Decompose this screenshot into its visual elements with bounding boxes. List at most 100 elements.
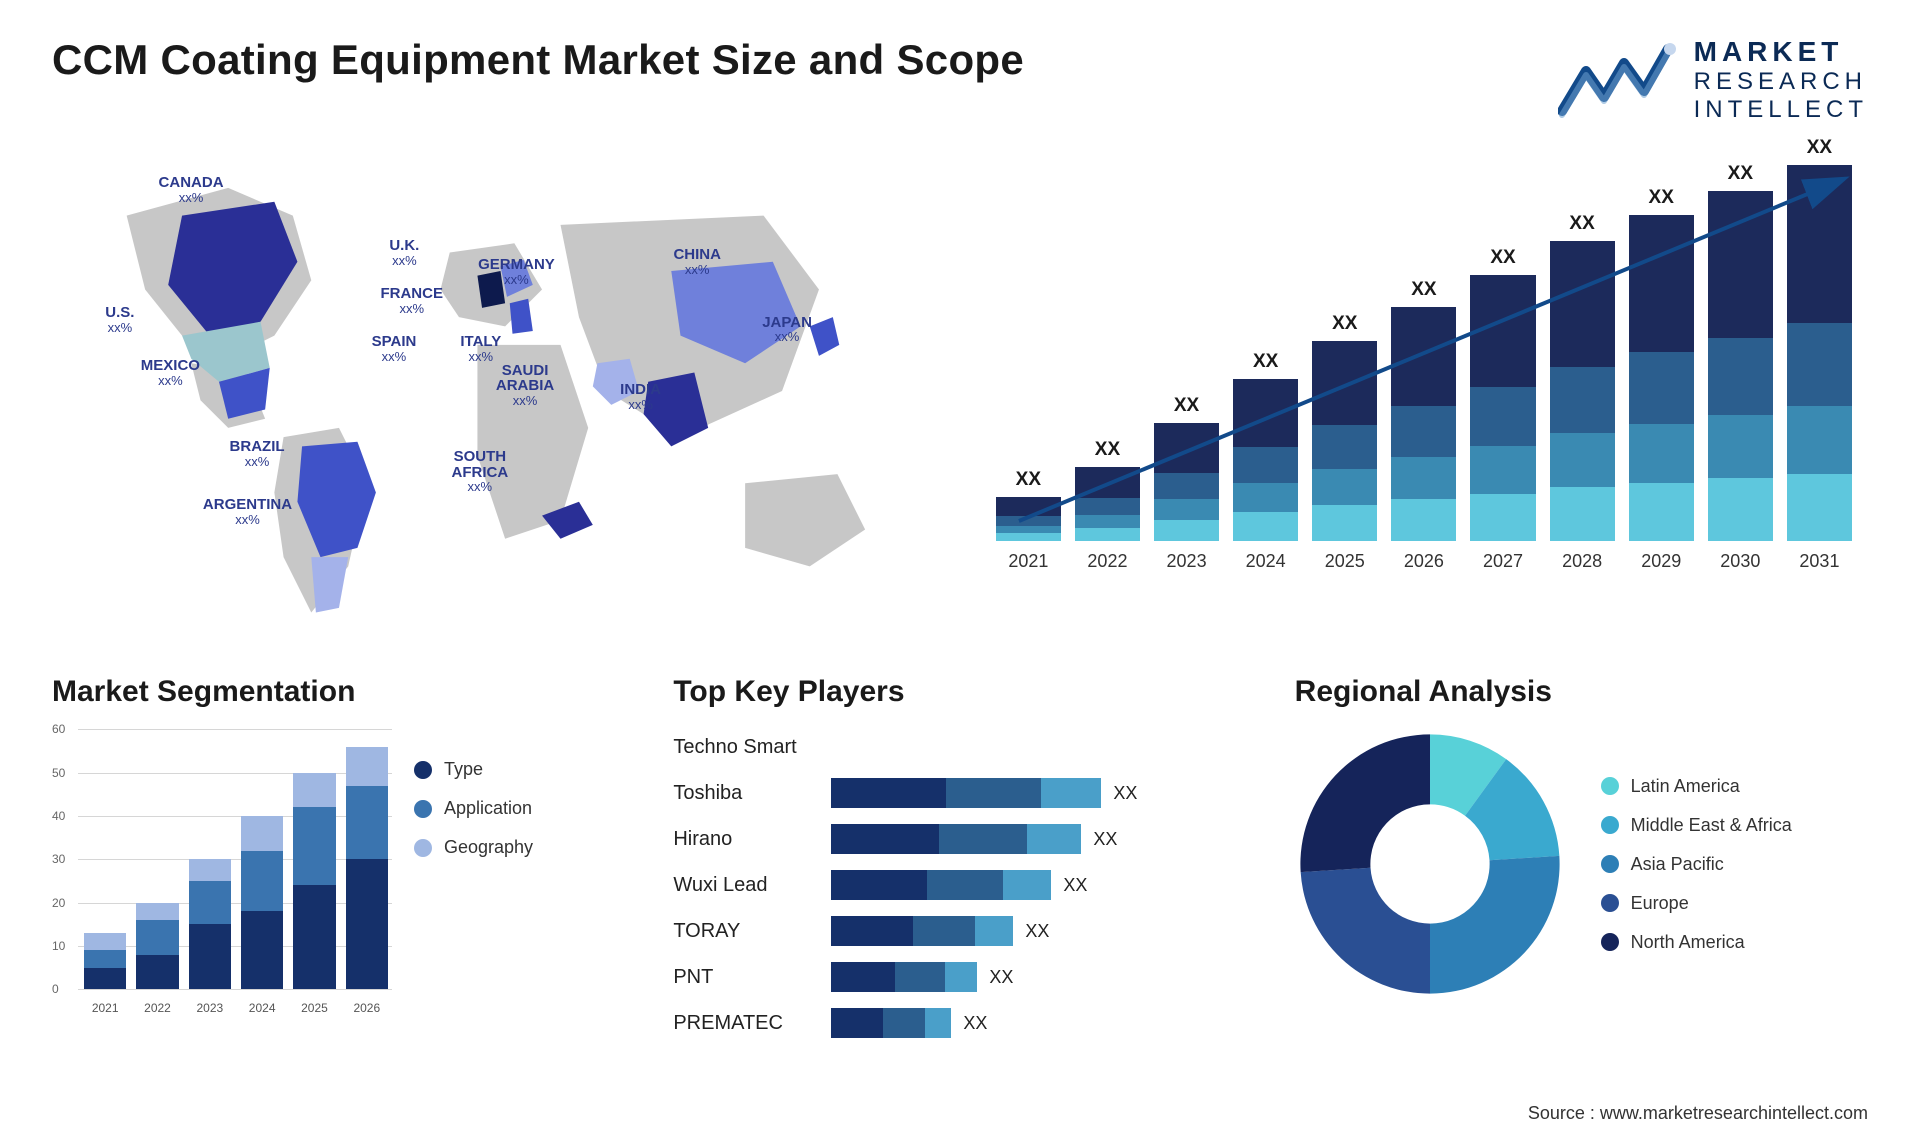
- segmentation-xlabel: 2023: [189, 1001, 231, 1015]
- gridline: [78, 989, 392, 990]
- growth-bar-segment: [1233, 447, 1298, 483]
- map-label: ARGENTINAxx%: [203, 497, 292, 526]
- growth-bar-segment: [1154, 423, 1219, 473]
- growth-bar: XX: [1550, 213, 1615, 541]
- key-player-bar-segment: [1027, 824, 1081, 854]
- growth-bar: XX: [1391, 279, 1456, 541]
- legend-item: Middle East & Africa: [1601, 815, 1792, 836]
- regional-panel: Regional Analysis Latin AmericaMiddle Ea…: [1295, 675, 1868, 1041]
- growth-bar-segment: [1708, 338, 1773, 415]
- segmentation-bar: [136, 903, 178, 990]
- segmentation-bars: [84, 729, 388, 989]
- growth-bar-segment: [1787, 474, 1852, 542]
- key-player-bar-segment: [945, 962, 977, 992]
- segmentation-xlabels: 202120222023202420252026: [84, 1001, 388, 1015]
- key-player-bar-segment: [831, 916, 913, 946]
- header: CCM Coating Equipment Market Size and Sc…: [52, 36, 1868, 123]
- legend-item: Application: [414, 798, 533, 819]
- regional-donut: [1295, 729, 1565, 999]
- map-label: MEXICOxx%: [141, 358, 200, 387]
- growth-bar-label: XX: [1411, 279, 1436, 301]
- growth-xlabel: 2025: [1312, 551, 1377, 572]
- growth-bar: XX: [1233, 351, 1298, 541]
- legend-label: Asia Pacific: [1631, 854, 1724, 875]
- key-player-bar-wrap: XX: [831, 962, 1246, 992]
- page-title: CCM Coating Equipment Market Size and Sc…: [52, 36, 1024, 84]
- legend-label: Type: [444, 759, 483, 780]
- growth-bar-segment: [1312, 341, 1377, 425]
- growth-xlabel: 2031: [1787, 551, 1852, 572]
- segmentation-bar-segment: [346, 747, 388, 786]
- map-label: CHINAxx%: [673, 247, 721, 276]
- key-player-name: TORAY: [673, 920, 813, 943]
- growth-bar-label: XX: [1016, 469, 1041, 491]
- key-player-bar: [831, 870, 1051, 900]
- growth-xlabel: 2023: [1154, 551, 1219, 572]
- y-tick: 10: [52, 939, 65, 953]
- segmentation-bar-segment: [189, 881, 231, 924]
- brand-logo: MARKET RESEARCH INTELLECT: [1558, 36, 1868, 123]
- growth-bar: XX: [1470, 247, 1535, 541]
- growth-bar-segment: [1550, 487, 1615, 541]
- legend-item: North America: [1601, 932, 1792, 953]
- segmentation-bar-segment: [346, 859, 388, 989]
- map-label: CANADAxx%: [159, 175, 224, 204]
- growth-bar-label: XX: [1174, 395, 1199, 417]
- segmentation-bar-segment: [136, 920, 178, 955]
- growth-xlabel: 2029: [1629, 551, 1694, 572]
- key-player-bar-segment: [975, 916, 1013, 946]
- key-player-row: TORAYXX: [673, 913, 1246, 949]
- key-player-name: Techno Smart: [673, 736, 813, 759]
- growth-bar-segment: [1470, 494, 1535, 542]
- growth-bar-segment: [1470, 275, 1535, 387]
- growth-xlabel: 2024: [1233, 551, 1298, 572]
- segmentation-xlabel: 2022: [136, 1001, 178, 1015]
- key-players-panel: Top Key Players Techno SmartToshibaXXHir…: [673, 675, 1246, 1041]
- growth-bar-segment: [1312, 505, 1377, 541]
- segmentation-chart: 0102030405060 202120222023202420252026: [52, 729, 392, 1019]
- growth-bar-segment: [1470, 446, 1535, 494]
- segmentation-bar: [241, 816, 283, 989]
- key-player-bar-segment: [831, 824, 939, 854]
- growth-bar-segment: [1075, 498, 1140, 514]
- growth-bar-label: XX: [1253, 351, 1278, 373]
- key-player-bar-segment: [925, 1008, 951, 1038]
- growth-xlabels: 2021202220232024202520262027202820292030…: [990, 541, 1858, 572]
- growth-bar-segment: [1391, 457, 1456, 499]
- growth-bar-segment: [1391, 406, 1456, 457]
- key-player-bar-wrap: XX: [831, 1008, 1246, 1038]
- growth-bar-label: XX: [1095, 439, 1120, 461]
- key-player-row: ToshibaXX: [673, 775, 1246, 811]
- key-player-bar-wrap: XX: [831, 778, 1246, 808]
- growth-bar-segment: [1787, 323, 1852, 406]
- logo-line-3: INTELLECT: [1694, 96, 1868, 124]
- key-player-name: PNT: [673, 966, 813, 989]
- key-player-row: PREMATECXX: [673, 1005, 1246, 1041]
- segmentation-bar-segment: [136, 903, 178, 920]
- growth-bar-segment: [1708, 478, 1773, 541]
- segmentation-bar-segment: [241, 816, 283, 851]
- legend-item: Geography: [414, 837, 533, 858]
- growth-bar-segment: [1391, 307, 1456, 405]
- growth-bar-segment: [1154, 499, 1219, 520]
- logo-mark-icon: [1558, 41, 1678, 119]
- regional-legend: Latin AmericaMiddle East & AfricaAsia Pa…: [1601, 776, 1792, 953]
- growth-bar-segment: [1233, 379, 1298, 447]
- growth-bar-segment: [1391, 499, 1456, 541]
- y-tick: 20: [52, 896, 65, 910]
- key-player-bar-segment: [831, 778, 946, 808]
- growth-bar: XX: [1787, 137, 1852, 541]
- legend-swatch: [1601, 855, 1619, 873]
- key-player-bar: [831, 824, 1081, 854]
- key-player-row: Wuxi LeadXX: [673, 867, 1246, 903]
- segmentation-bar-segment: [84, 968, 126, 990]
- growth-bar-label: XX: [1332, 313, 1357, 335]
- growth-bar-segment: [1154, 473, 1219, 499]
- segmentation-bar: [189, 859, 231, 989]
- key-player-row: Techno Smart: [673, 729, 1246, 765]
- segmentation-title: Market Segmentation: [52, 675, 625, 709]
- growth-bar-segment: [1470, 387, 1535, 446]
- y-tick: 50: [52, 766, 65, 780]
- growth-xlabel: 2022: [1075, 551, 1140, 572]
- legend-swatch: [1601, 816, 1619, 834]
